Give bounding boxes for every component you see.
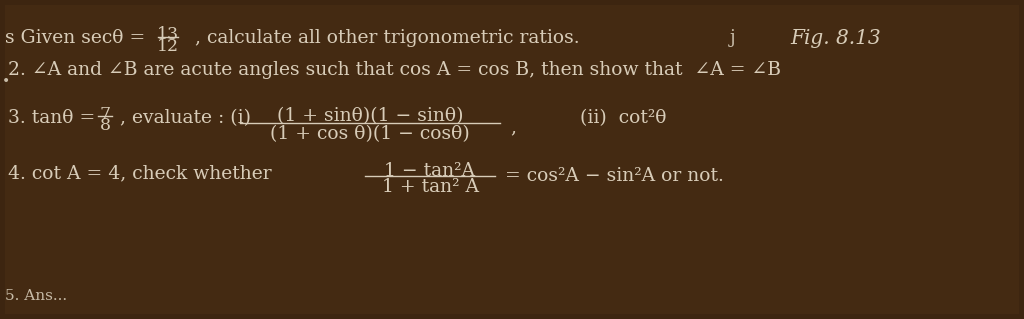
Text: 7: 7 xyxy=(99,106,111,123)
Text: 13: 13 xyxy=(157,26,179,43)
Text: 4. cot A = 4, check whether: 4. cot A = 4, check whether xyxy=(8,164,278,182)
Text: (1 + sinθ)(1 − sinθ): (1 + sinθ)(1 − sinθ) xyxy=(276,107,463,125)
Text: ,: , xyxy=(510,118,516,136)
Text: s Given secθ =: s Given secθ = xyxy=(5,29,152,47)
Text: •: • xyxy=(2,75,10,89)
Text: 8: 8 xyxy=(99,117,111,134)
Text: = cos²A − sin²A or not.: = cos²A − sin²A or not. xyxy=(505,167,724,185)
Text: 5. Ans...: 5. Ans... xyxy=(5,289,68,303)
Text: (ii)  cot²θ: (ii) cot²θ xyxy=(580,109,667,127)
Text: , calculate all other trigonometric ratios.: , calculate all other trigonometric rati… xyxy=(195,29,580,47)
Text: 1 − tan²A: 1 − tan²A xyxy=(384,162,475,180)
Text: (1 + cos θ)(1 − cosθ): (1 + cos θ)(1 − cosθ) xyxy=(270,125,470,143)
Text: j: j xyxy=(730,29,736,47)
Text: 1 + tan² A: 1 + tan² A xyxy=(382,178,478,196)
Text: 3. tanθ =: 3. tanθ = xyxy=(8,109,101,127)
Text: Fig. 8.13: Fig. 8.13 xyxy=(790,29,881,48)
Text: 2. ∠A and ∠B are acute angles such that cos A = cos B, then show that  ∠A = ∠B: 2. ∠A and ∠B are acute angles such that … xyxy=(8,61,781,79)
Text: 12: 12 xyxy=(157,38,179,55)
Text: , evaluate : (i): , evaluate : (i) xyxy=(120,109,251,127)
